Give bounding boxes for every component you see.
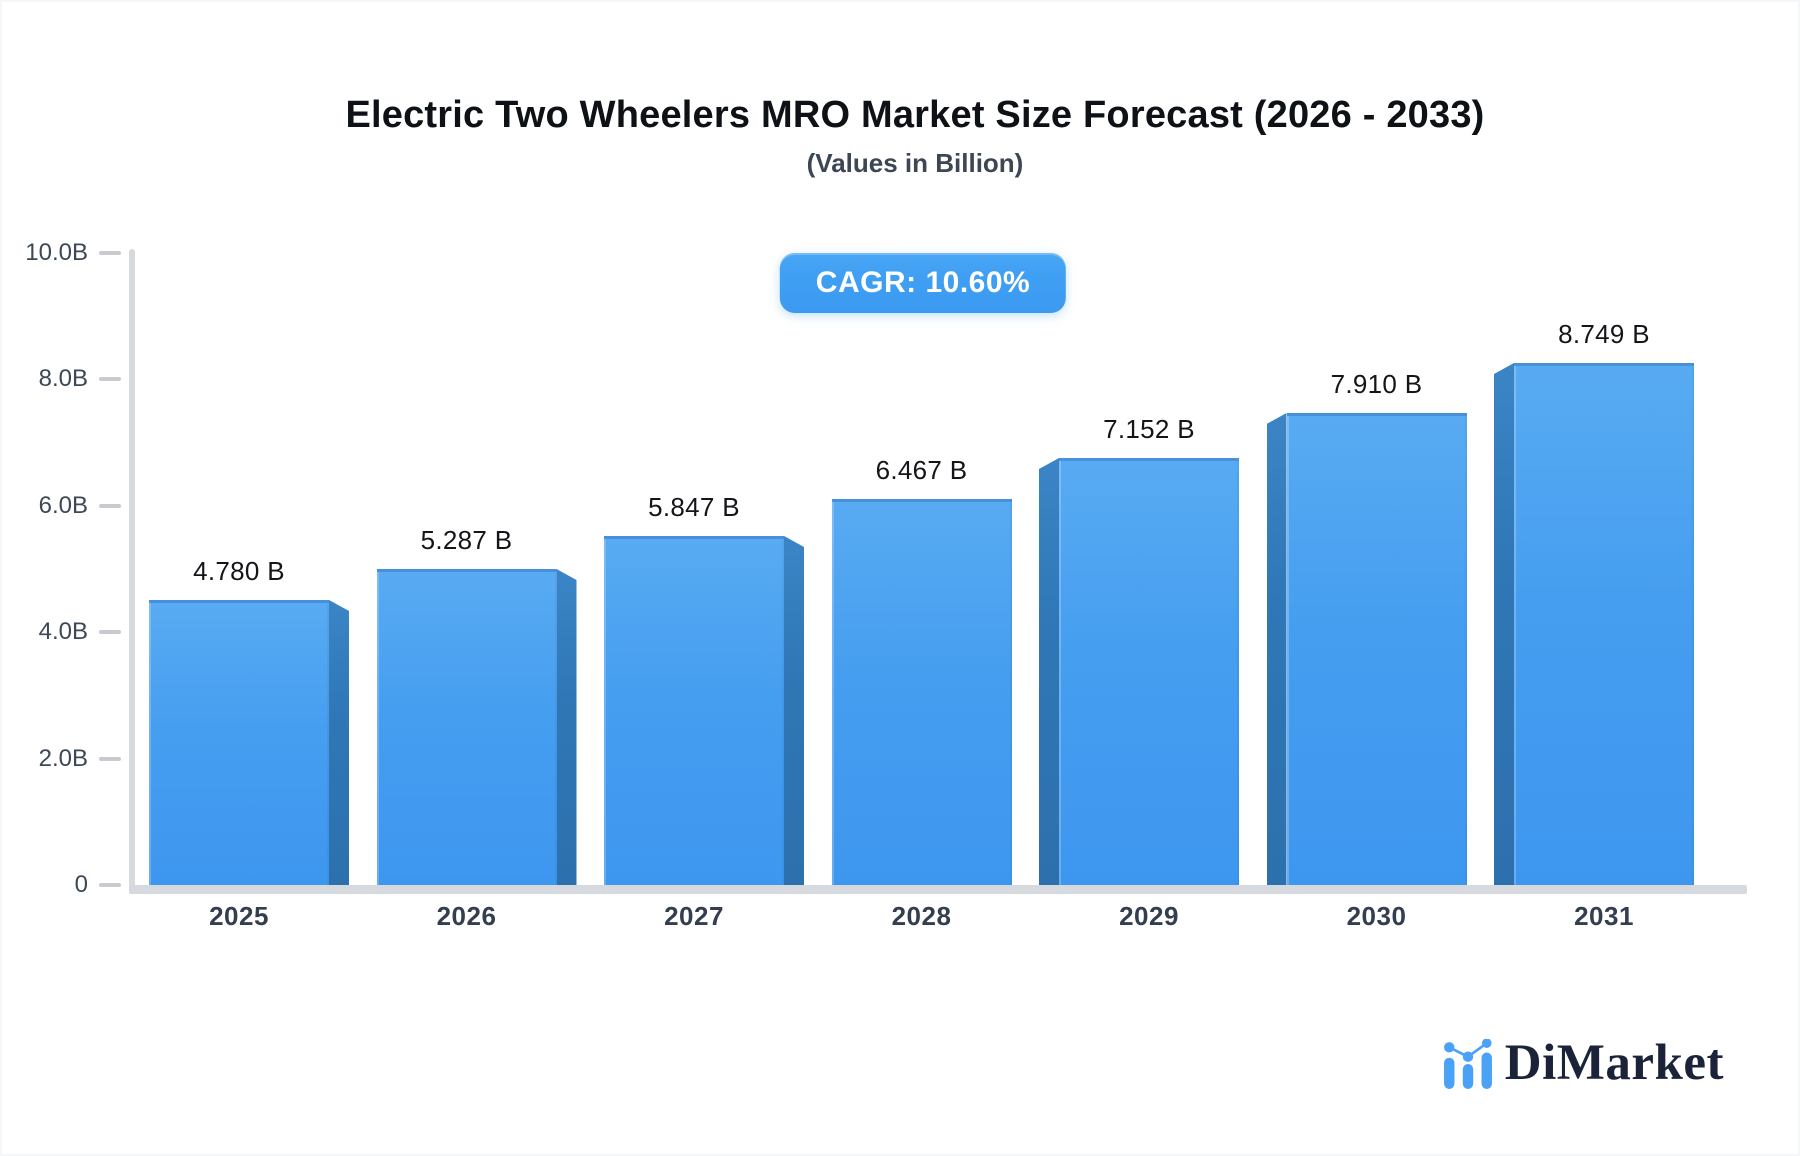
x-axis-label-2029: 2029 — [1119, 901, 1179, 931]
x-axis-label-2027: 2027 — [664, 901, 724, 931]
bar-2031 — [1514, 363, 1694, 885]
y-axis-line — [129, 249, 135, 890]
bar-2030 — [1286, 413, 1467, 885]
x-axis-label-2025: 2025 — [209, 901, 269, 931]
bar-side-2031 — [1494, 363, 1514, 885]
y-tick-mark — [99, 883, 121, 887]
x-axis-label-2026: 2026 — [436, 901, 497, 931]
y-tick-label: 10.0B — [25, 239, 88, 266]
brand-logo: DiMarket — [1443, 1035, 1724, 1091]
brand-name: DiMarket — [1504, 1035, 1724, 1091]
bar-2029 — [1059, 458, 1239, 885]
bar-2028 — [831, 499, 1012, 885]
bar-side-2025 — [329, 600, 349, 885]
y-tick-label: 0 — [74, 871, 88, 898]
bar-value-label: 8.749 B — [1558, 319, 1650, 349]
x-axis-label-2030: 2030 — [1346, 901, 1407, 931]
y-tick-label: 2.0B — [38, 744, 88, 772]
bar-2026 — [376, 569, 557, 885]
y-tick-label: 4.0B — [38, 618, 88, 646]
y-tick-mark — [99, 503, 121, 508]
page-subtitle: (Values in Billion) — [806, 148, 1024, 178]
bar-value-label: 6.467 B — [875, 455, 968, 485]
y-tick-label: 6.0B — [38, 491, 88, 519]
bar-2025 — [149, 600, 329, 885]
bar-value-label: 5.287 B — [420, 525, 513, 555]
x-axis-baseline — [129, 885, 1747, 894]
y-tick-mark — [99, 251, 121, 255]
y-tick-mark — [99, 630, 121, 635]
page-title: Electric Two Wheelers MRO Market Size Fo… — [345, 94, 1485, 136]
x-axis-label-2028: 2028 — [891, 901, 952, 931]
bar-side-2026 — [556, 569, 577, 885]
y-tick-mark — [99, 756, 121, 761]
bar-value-label: 7.152 B — [1103, 414, 1195, 444]
y-tick-label: 8.0B — [38, 365, 88, 393]
bar-2027 — [604, 536, 784, 885]
bar-side-2030 — [1266, 413, 1287, 885]
bar-value-label: 7.910 B — [1330, 369, 1423, 399]
x-axis-label-2031: 2031 — [1574, 901, 1634, 931]
bar-side-2029 — [1039, 458, 1059, 885]
y-tick-mark — [99, 377, 121, 382]
bar-value-label: 5.847 B — [648, 492, 740, 522]
bar-side-2027 — [784, 536, 804, 885]
bar-chart-logo-icon — [1443, 1039, 1492, 1089]
bar-value-label: 4.780 B — [193, 556, 285, 586]
cagr-badge: CAGR: 10.60% — [779, 253, 1067, 313]
